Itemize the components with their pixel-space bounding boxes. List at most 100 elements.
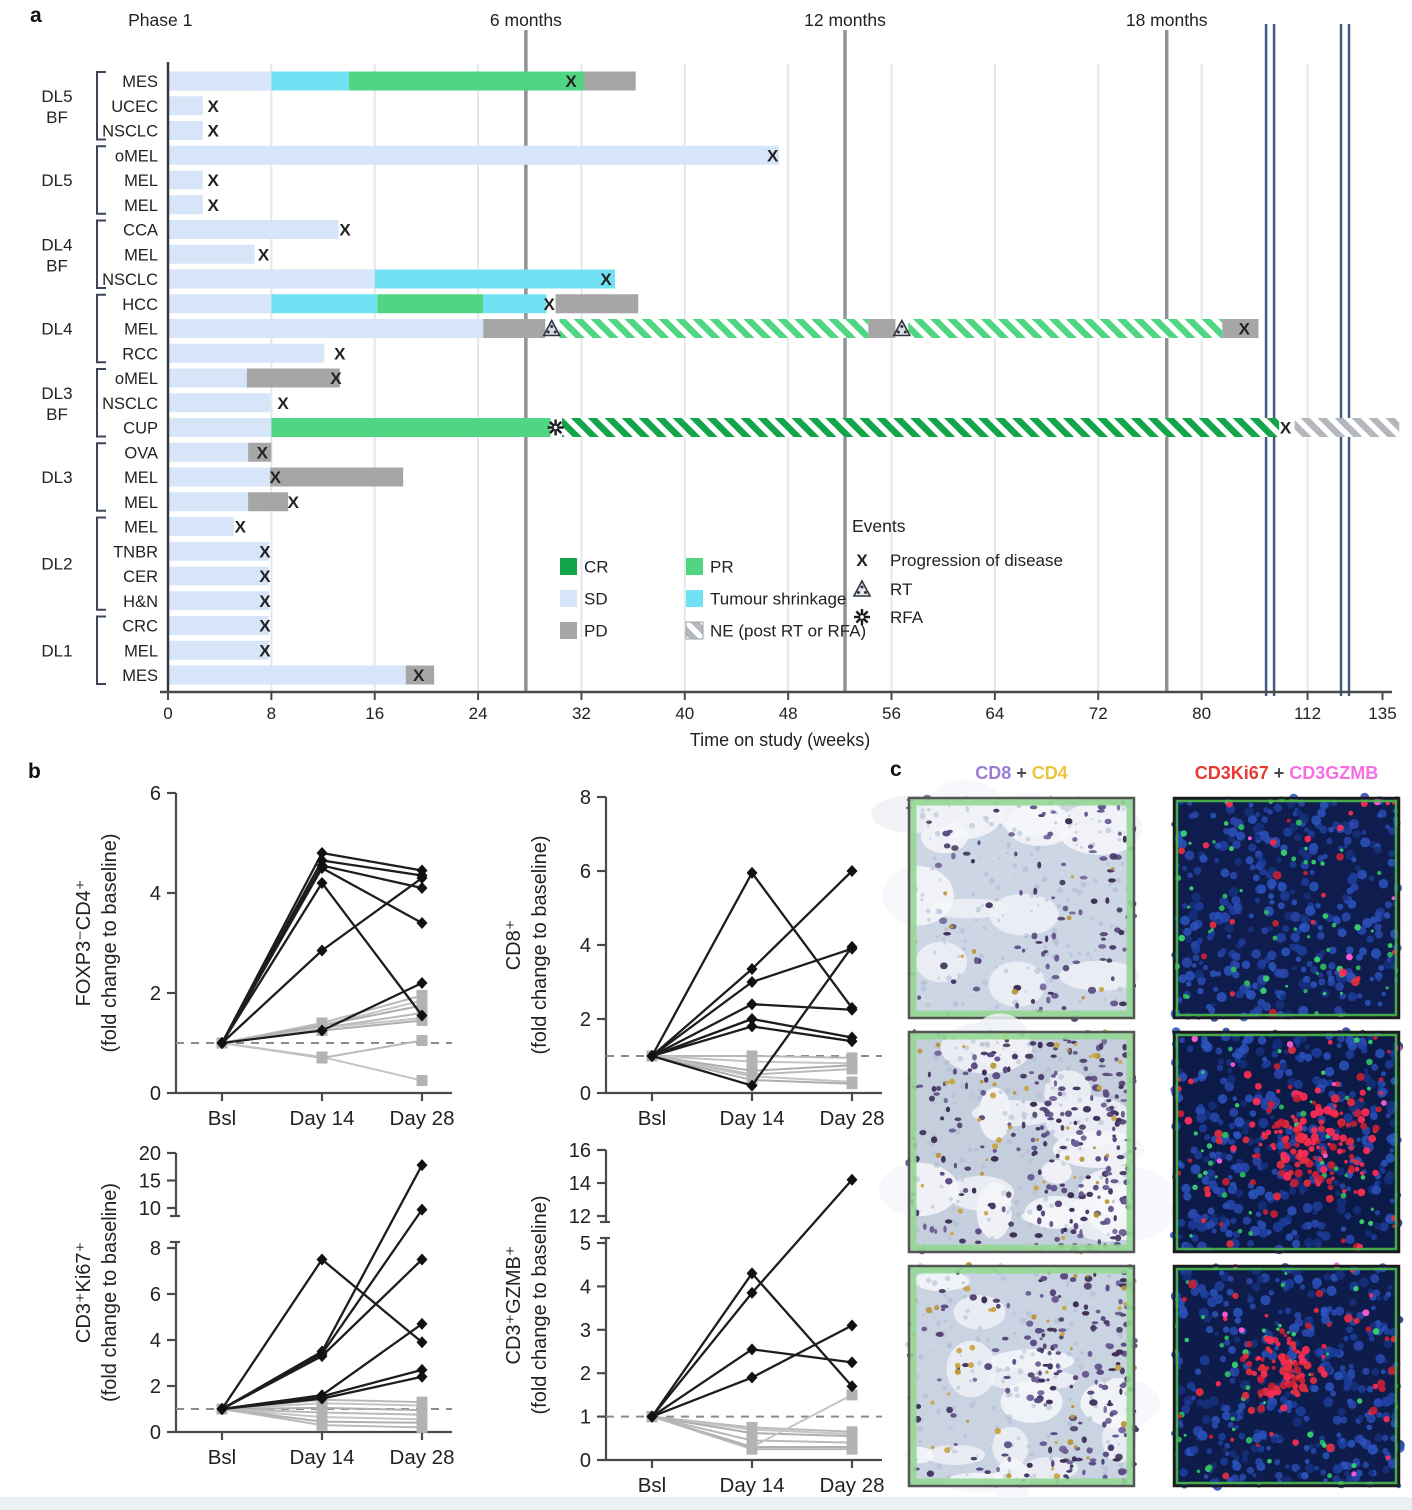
ki67-red-dot <box>1348 1153 1355 1160</box>
dapi-cell <box>1295 1406 1306 1417</box>
ki67-red-dot <box>1245 1368 1253 1376</box>
patient-tumour-label: CRC <box>122 618 158 636</box>
ki67-red-dot <box>1267 1100 1275 1109</box>
square-marker <box>746 1443 758 1455</box>
dapi-cell <box>1326 969 1333 976</box>
nucleus-dot <box>1086 1447 1093 1454</box>
ki67-red-dot <box>1230 1437 1235 1442</box>
diamond-marker <box>316 1253 328 1266</box>
gzmb-green-dot <box>1188 841 1192 845</box>
bottom-strip <box>0 1497 1412 1510</box>
dapi-cell <box>1219 896 1229 906</box>
bar-segment-ts <box>483 294 547 314</box>
nucleus-dot <box>991 1348 1000 1353</box>
gzmb-green-dot <box>1309 1100 1313 1104</box>
ki67-red-dot <box>1341 1149 1346 1153</box>
dapi-cell <box>1386 1396 1395 1405</box>
rt-triangle-dot <box>900 325 904 328</box>
ki67-red-dot <box>1290 1114 1295 1119</box>
nucleus-dot <box>1102 1089 1109 1094</box>
bar-segment-pd <box>483 319 546 338</box>
square-marker <box>846 1052 858 1064</box>
nucleus-dot <box>1044 935 1049 943</box>
dapi-cell <box>1200 1289 1210 1300</box>
nucleus-dot <box>1099 856 1108 861</box>
dapi-cell <box>1345 1050 1355 1060</box>
x-tick-label: Bsl <box>638 1107 666 1130</box>
nucleus-dot <box>1101 1384 1109 1391</box>
gzmb-green-dot <box>1370 1207 1375 1212</box>
dapi-cell <box>1194 1368 1202 1375</box>
gzmb-green-dot <box>1210 927 1214 932</box>
dapi-cell <box>1287 1206 1297 1216</box>
dapi-cell <box>1238 1402 1246 1411</box>
dapi-cell <box>1222 1446 1228 1452</box>
ki67-red-dot <box>1360 1122 1368 1130</box>
nucleus-dot <box>1048 1446 1053 1454</box>
dapi-cell <box>1217 1094 1228 1104</box>
diamond-marker <box>416 1336 428 1349</box>
tile-border <box>1172 1264 1401 1488</box>
ki67-red-dot <box>1229 991 1236 997</box>
dose-level-label: DL4 <box>41 235 72 254</box>
dapi-cell <box>1260 1161 1269 1170</box>
cd4-dot <box>966 1419 970 1423</box>
dapi-cell <box>1271 1050 1279 1058</box>
nucleus-dot <box>1043 949 1048 954</box>
nucleus-dot <box>1039 1337 1043 1341</box>
dapi-cell <box>1255 812 1261 818</box>
patient-tumour-label: MEL <box>124 197 158 215</box>
tissue-patch <box>976 1182 1012 1240</box>
cd4-dot <box>992 1143 999 1150</box>
dapi-cell <box>1372 1289 1381 1297</box>
dapi-cell <box>1277 932 1286 942</box>
nucleus-dot <box>1002 1066 1008 1074</box>
ki67-red-dot <box>1308 1145 1315 1152</box>
diamond-marker <box>646 1410 658 1423</box>
gzmb-green-dot <box>1221 1192 1228 1198</box>
legend-swatch-cr <box>560 558 577 575</box>
dapi-cell <box>1304 1458 1310 1464</box>
cd4-dot <box>1050 1467 1054 1471</box>
dapi-cell <box>1351 856 1357 863</box>
dapi-cell <box>1189 921 1199 931</box>
dapi-cell <box>1373 1398 1383 1408</box>
nucleus-dot <box>1019 889 1023 896</box>
dapi-cell <box>1355 865 1361 872</box>
diamond-marker <box>316 847 328 859</box>
nucleus-dot <box>1081 1370 1090 1378</box>
nucleus-dot <box>1057 1091 1063 1097</box>
ki67-red-dot <box>1262 1209 1269 1215</box>
dapi-cell <box>1289 861 1297 868</box>
dapi-cell <box>1383 1174 1394 1185</box>
square-marker <box>316 1419 328 1431</box>
dapi-cell <box>1349 819 1360 830</box>
gzmb-green-dot <box>1261 1328 1266 1333</box>
bar-segment-sd <box>168 616 269 635</box>
dapi-cell <box>1376 976 1382 982</box>
dapi-cell <box>1274 1459 1281 1466</box>
ki67-red-dot <box>1254 1152 1261 1159</box>
nucleus-dot <box>1088 844 1094 849</box>
ki67-red-dot <box>1301 1346 1310 1355</box>
nucleus-dot <box>1114 1057 1119 1062</box>
nucleus-dot <box>1119 1170 1128 1176</box>
nucleus-dot <box>1021 1121 1026 1129</box>
nucleus-dot <box>1087 1390 1095 1395</box>
dapi-cell <box>1229 1366 1240 1377</box>
nucleus-dot <box>1102 1421 1107 1428</box>
ki67-red-dot <box>1223 1316 1228 1322</box>
bar-segment-sd <box>168 442 249 462</box>
nucleus-dot <box>1001 1206 1006 1213</box>
dapi-cell <box>1357 1039 1368 1050</box>
gzmb-green-dot <box>1344 1173 1348 1177</box>
dapi-cell <box>1188 1208 1198 1218</box>
dapi-cell <box>1367 1288 1374 1294</box>
progression-x-marker: X <box>334 344 346 363</box>
stain-label: CD4 <box>1031 763 1068 783</box>
tile-border <box>907 1264 1136 1488</box>
green-frame <box>1175 1033 1398 1251</box>
nucleus-dot <box>1037 1074 1045 1081</box>
progression-x-marker: X <box>339 221 351 240</box>
